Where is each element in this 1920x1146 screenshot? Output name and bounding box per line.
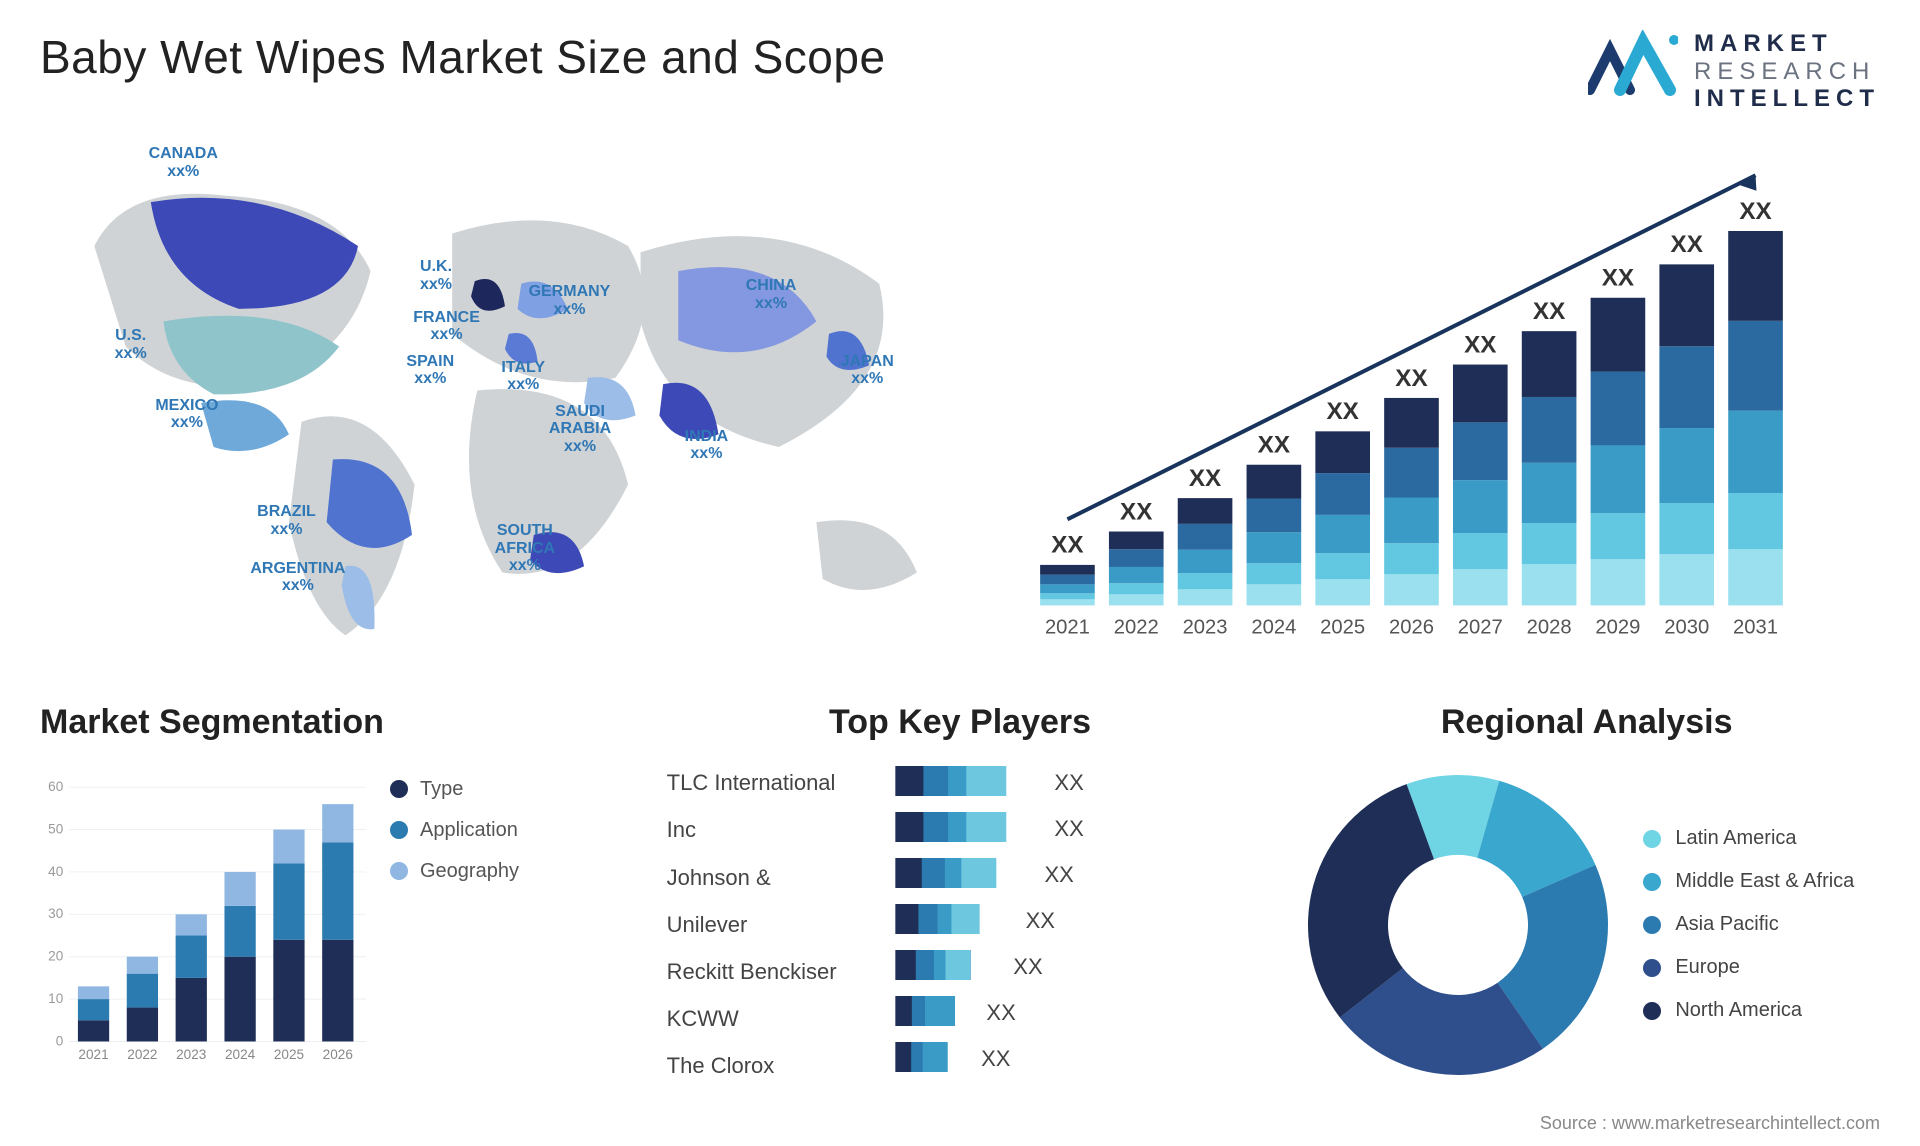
regional-legend-item: Latin America bbox=[1643, 827, 1854, 850]
map-label-mexico: MEXICOxx% bbox=[155, 397, 218, 432]
source-line: Source : www.marketresearchintellect.com bbox=[1540, 1113, 1880, 1134]
map-label-china: CHINAxx% bbox=[746, 277, 797, 312]
map-label-argentina: ARGENTINAxx% bbox=[250, 560, 345, 595]
map-label-canada: CANADAxx% bbox=[149, 145, 218, 180]
svg-text:2026: 2026 bbox=[1389, 616, 1434, 638]
regional-legend-item: Middle East & Africa bbox=[1643, 870, 1854, 893]
svg-text:2022: 2022 bbox=[127, 1047, 157, 1062]
brand-text-2: RESEARCH bbox=[1694, 58, 1880, 86]
regional-legend-item: North America bbox=[1643, 999, 1854, 1022]
regional-panel: Regional Analysis Latin America Middle Ea… bbox=[1293, 703, 1880, 1123]
svg-text:2024: 2024 bbox=[1251, 616, 1296, 638]
svg-text:2021: 2021 bbox=[78, 1047, 108, 1062]
map-label-brazil: BRAZILxx% bbox=[257, 503, 316, 538]
segmentation-chart: 0 10 20 30 40 50 60 2021 2022 2023 2024 2025 2026 bbox=[40, 760, 370, 1090]
page-title: Baby Wet Wipes Market Size and Scope bbox=[40, 30, 886, 84]
svg-text:XX: XX bbox=[1044, 862, 1074, 887]
brand-logo: MARKET RESEARCH INTELLECT bbox=[1588, 30, 1880, 113]
svg-text:50: 50 bbox=[48, 821, 64, 836]
growth-chart-panel: XX XX XX XX XX XX XX XX XX XX XX 2021 2022 2023 2024 2… bbox=[1030, 133, 1880, 673]
key-player-label: KCWW bbox=[667, 1006, 877, 1032]
svg-text:XX: XX bbox=[1120, 498, 1152, 525]
map-label-u-s-: U.S.xx% bbox=[115, 327, 147, 362]
svg-text:XX: XX bbox=[1051, 532, 1083, 559]
svg-text:XX: XX bbox=[1533, 298, 1565, 325]
svg-text:2028: 2028 bbox=[1527, 616, 1572, 638]
svg-text:XX: XX bbox=[1025, 908, 1055, 933]
svg-text:XX: XX bbox=[1395, 365, 1427, 392]
key-player-label: Unilever bbox=[667, 912, 877, 938]
svg-text:2027: 2027 bbox=[1458, 616, 1503, 638]
map-label-u-k-: U.K.xx% bbox=[420, 258, 452, 293]
svg-text:30: 30 bbox=[48, 906, 64, 921]
svg-text:XX: XX bbox=[1258, 431, 1290, 458]
key-player-label: TLC International bbox=[667, 770, 877, 796]
svg-text:XX: XX bbox=[1671, 231, 1703, 258]
regional-donut bbox=[1293, 760, 1623, 1090]
svg-text:2025: 2025 bbox=[274, 1047, 304, 1062]
segmentation-legend-item: Application bbox=[390, 819, 519, 842]
segmentation-legend: Type Application Geography bbox=[390, 760, 519, 1090]
segmentation-legend-item: Type bbox=[390, 778, 519, 801]
map-label-south-africa: SOUTHAFRICAxx% bbox=[495, 522, 555, 575]
svg-text:2024: 2024 bbox=[225, 1047, 256, 1062]
key-players-title: Top Key Players bbox=[667, 703, 1254, 742]
svg-text:2031: 2031 bbox=[1733, 616, 1778, 638]
svg-text:20: 20 bbox=[48, 948, 64, 963]
svg-text:XX: XX bbox=[1189, 465, 1221, 492]
svg-text:40: 40 bbox=[48, 864, 64, 879]
segmentation-legend-item: Geography bbox=[390, 860, 519, 883]
svg-text:0: 0 bbox=[56, 1033, 64, 1048]
brand-text-3: INTELLECT bbox=[1694, 85, 1880, 113]
key-player-label: Johnson & bbox=[667, 865, 877, 891]
svg-text:2026: 2026 bbox=[323, 1047, 353, 1062]
key-player-label: The Clorox bbox=[667, 1053, 877, 1079]
svg-text:XX: XX bbox=[1054, 816, 1084, 841]
svg-text:2023: 2023 bbox=[1183, 616, 1228, 638]
svg-text:2030: 2030 bbox=[1664, 616, 1709, 638]
growth-chart: XX XX XX XX XX XX XX XX XX XX XX 2021 2022 2023 2024 2… bbox=[1030, 133, 1880, 673]
world-map-panel: CANADAxx% U.S.xx% MEXICOxx% BRAZILxx% ARGENT… bbox=[40, 133, 990, 673]
map-label-france: FRANCExx% bbox=[413, 309, 480, 344]
map-label-italy: ITALYxx% bbox=[501, 359, 545, 394]
brand-text-1: MARKET bbox=[1694, 30, 1880, 58]
svg-text:10: 10 bbox=[48, 991, 64, 1006]
svg-text:XX: XX bbox=[981, 1046, 1011, 1071]
key-players-panel: Top Key Players TLC International Inc John… bbox=[667, 703, 1254, 1123]
svg-text:2029: 2029 bbox=[1595, 616, 1640, 638]
svg-text:XX: XX bbox=[1739, 198, 1771, 225]
svg-text:60: 60 bbox=[48, 779, 64, 794]
svg-text:2025: 2025 bbox=[1320, 616, 1365, 638]
key-player-label: Reckitt Benckiser bbox=[667, 959, 877, 985]
map-label-germany: GERMANYxx% bbox=[529, 283, 611, 318]
svg-text:XX: XX bbox=[986, 1000, 1016, 1025]
svg-text:XX: XX bbox=[1013, 954, 1043, 979]
regional-legend-item: Europe bbox=[1643, 956, 1854, 979]
key-player-label: Inc bbox=[667, 817, 877, 843]
segmentation-panel: Market Segmentation 0 10 20 30 40 50 60 2021 202… bbox=[40, 703, 627, 1123]
map-label-india: INDIAxx% bbox=[685, 428, 729, 463]
svg-text:2021: 2021 bbox=[1045, 616, 1090, 638]
map-label-saudi-arabia: SAUDIARABIAxx% bbox=[549, 403, 611, 456]
svg-text:2022: 2022 bbox=[1114, 616, 1159, 638]
svg-text:XX: XX bbox=[1054, 770, 1084, 795]
key-players-chart: XX XX XX XX XX XX XX bbox=[877, 760, 1254, 1090]
key-players-labels: TLC International Inc Johnson & Unilever Rec… bbox=[667, 760, 877, 1090]
svg-text:XX: XX bbox=[1464, 331, 1496, 358]
map-label-spain: SPAINxx% bbox=[406, 353, 454, 388]
svg-text:XX: XX bbox=[1602, 264, 1634, 291]
svg-text:XX: XX bbox=[1326, 398, 1358, 425]
regional-legend-item: Asia Pacific bbox=[1643, 913, 1854, 936]
map-label-japan: JAPANxx% bbox=[841, 353, 894, 388]
regional-title: Regional Analysis bbox=[1293, 703, 1880, 742]
regional-legend: Latin America Middle East & Africa Asia Pa… bbox=[1643, 827, 1854, 1022]
svg-text:2023: 2023 bbox=[176, 1047, 206, 1062]
segmentation-title: Market Segmentation bbox=[40, 703, 627, 742]
brand-logo-icon bbox=[1588, 30, 1678, 100]
